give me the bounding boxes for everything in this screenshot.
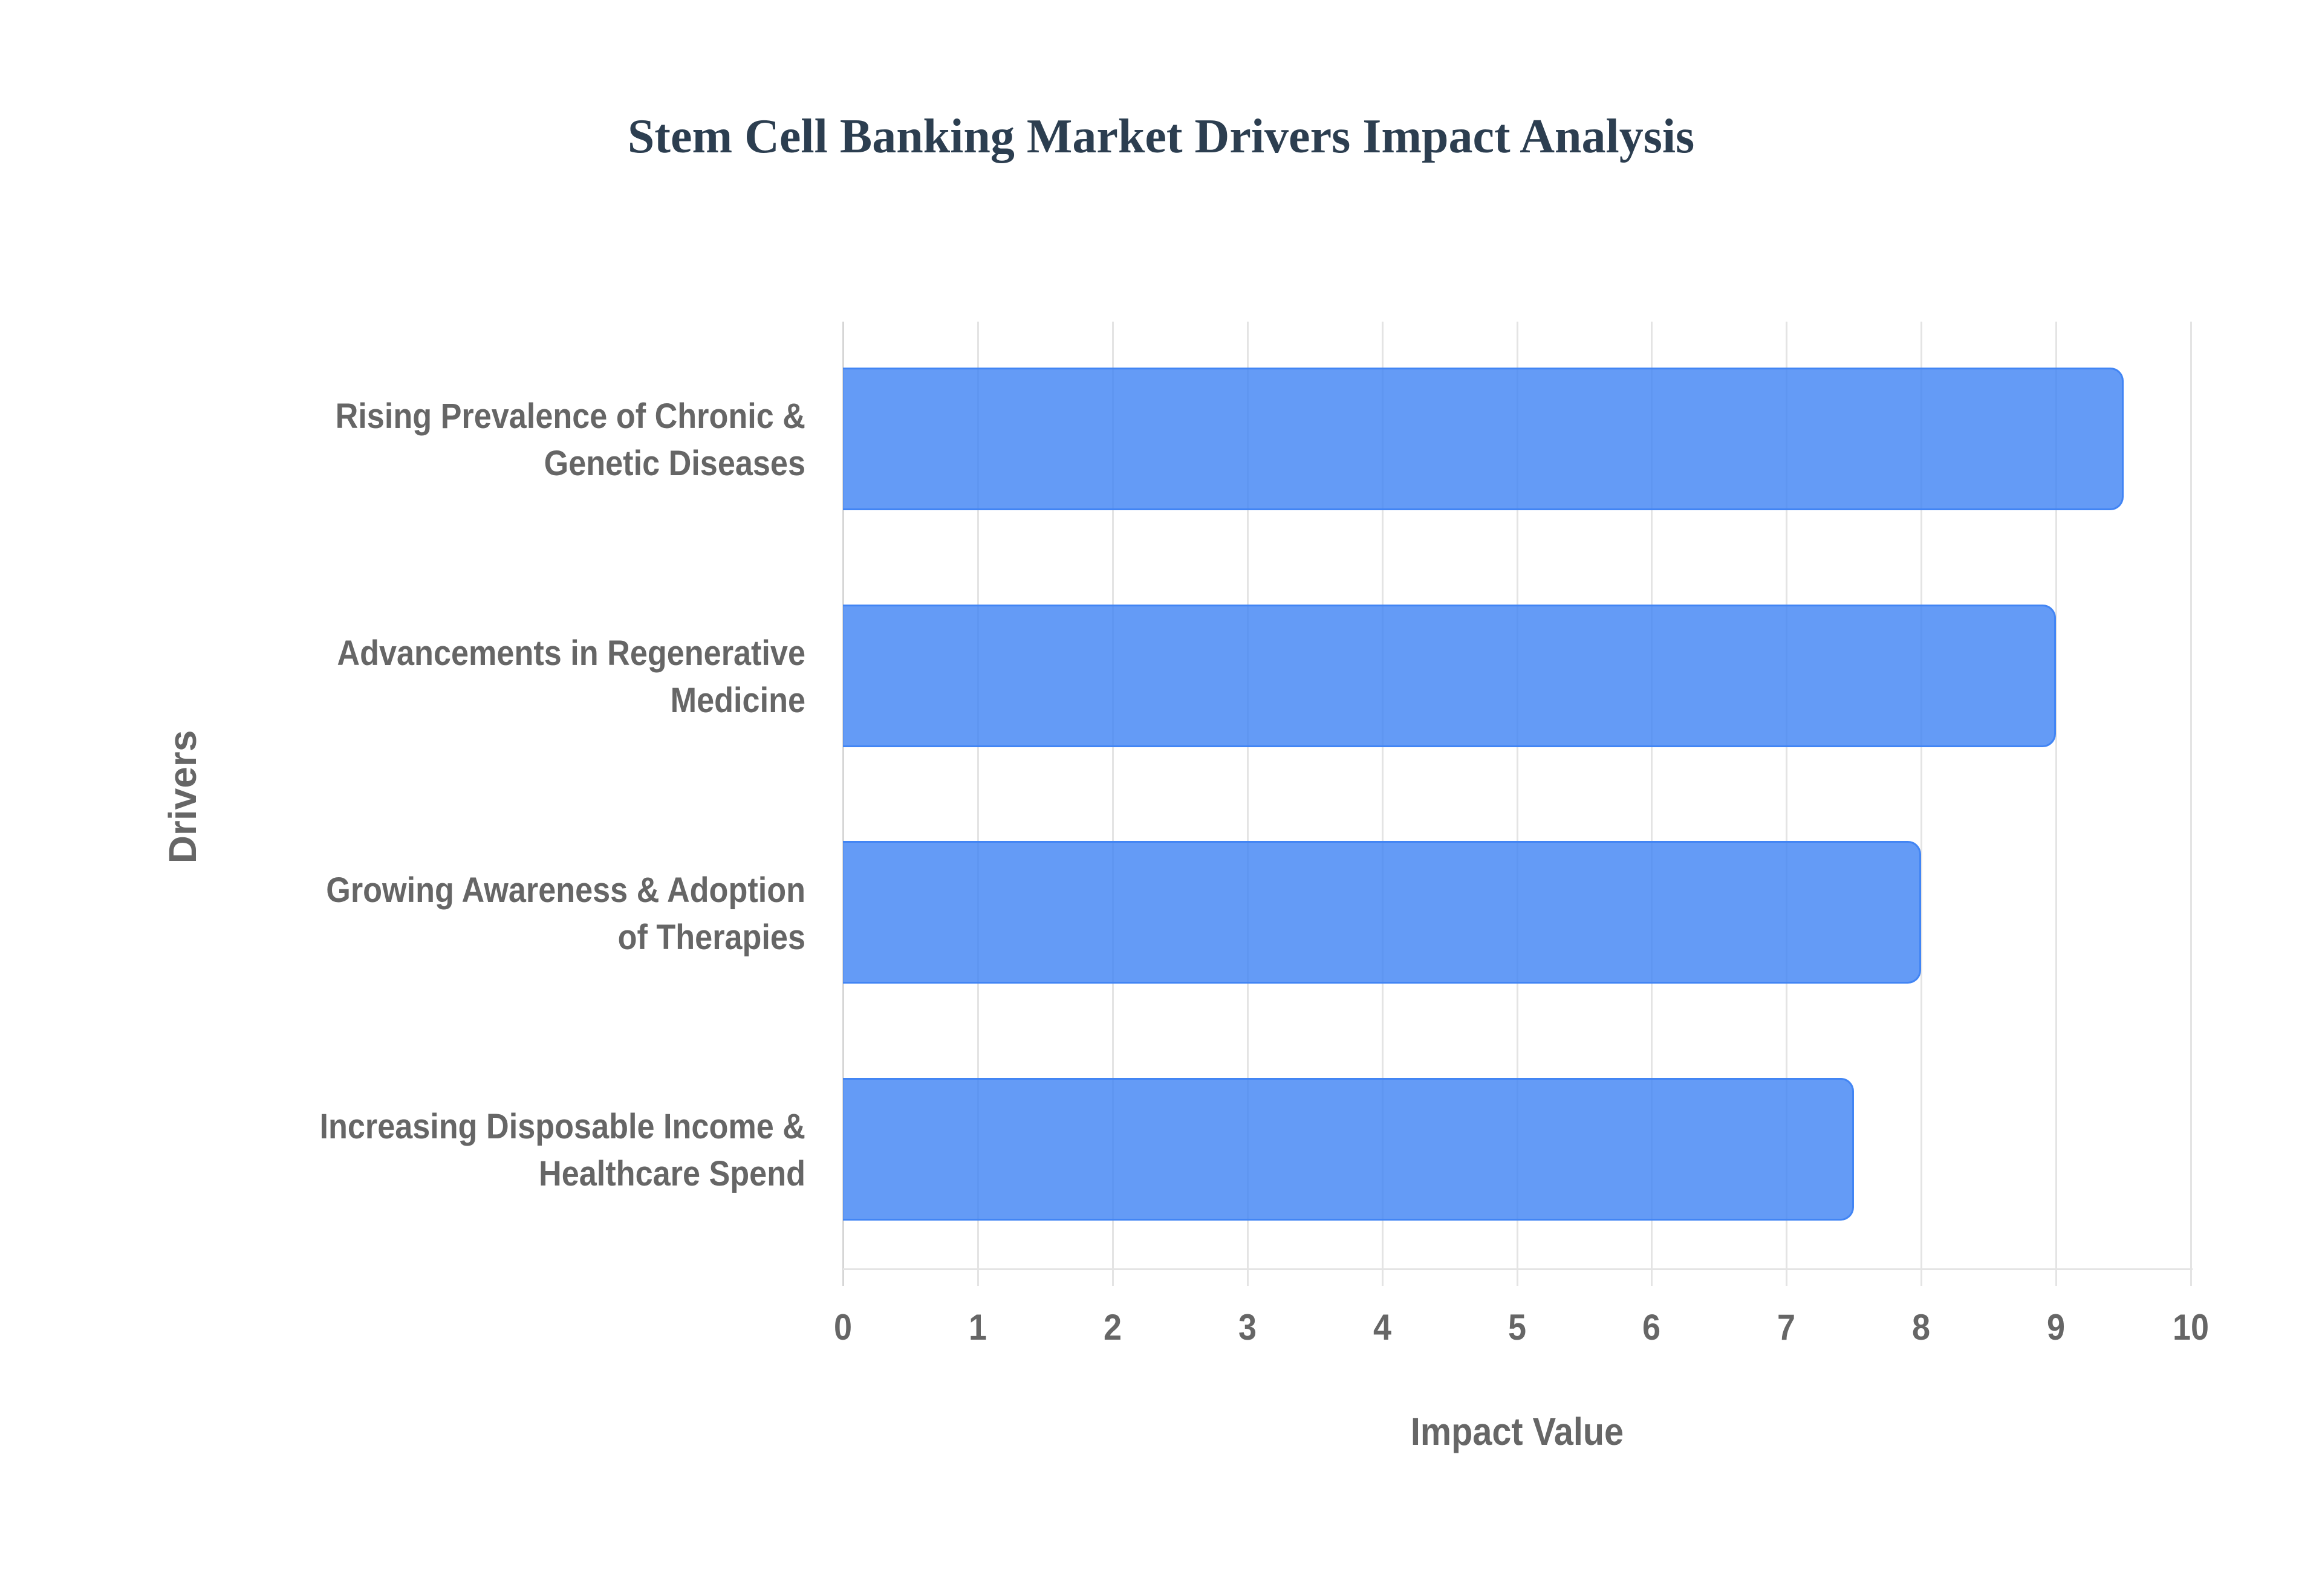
gridline-9 (2055, 322, 2057, 1286)
y-tick-label-line: Growing Awareness & Adoption (326, 871, 805, 910)
y-tick-label: Increasing Disposable Income & Healthcar… (261, 1103, 805, 1198)
gridline-5 (1517, 322, 1518, 1286)
y-tick-label-line: Advancements in Regenerative (337, 634, 805, 673)
bar-regenerative-medicine[interactable] (843, 605, 2057, 747)
gridline-3 (1247, 322, 1249, 1286)
bar-growing-awareness[interactable] (843, 841, 1922, 984)
gridline-6 (1651, 322, 1653, 1286)
x-tick-label: 5 (1507, 1307, 1527, 1348)
x-tick-label: 8 (1911, 1307, 1931, 1348)
y-axis-title: Drivers (161, 730, 204, 864)
x-tick-label: 0 (833, 1307, 853, 1348)
x-tick-label: 9 (2046, 1307, 2066, 1348)
gridline-2 (1112, 322, 1114, 1286)
x-axis-title: Impact Value (1410, 1410, 1624, 1453)
bar-disposable-income[interactable] (843, 1078, 1854, 1221)
y-tick-label-line: Healthcare Spend (539, 1154, 805, 1193)
x-tick-label: 3 (1238, 1307, 1257, 1348)
gridline-4 (1382, 322, 1384, 1286)
x-tick-label: 6 (1642, 1307, 1661, 1348)
chart-title: Stem Cell Banking Market Drivers Impact … (627, 110, 1695, 163)
y-tick-label-line: of Therapies (617, 918, 805, 957)
y-tick-label-line: Genetic Diseases (544, 444, 805, 483)
x-tick-label: 2 (1103, 1307, 1122, 1348)
y-tick-label-line: Medicine (670, 681, 805, 720)
y-tick-label: Advancements in Regenerative Medicine (261, 630, 805, 724)
y-tick-label-line: Rising Prevalence of Chronic & (335, 397, 805, 436)
gridline-8 (1920, 322, 1922, 1286)
gridline-1 (977, 322, 979, 1286)
plot-area (842, 322, 2193, 1286)
y-tick-label: Growing Awareness & Adoption of Therapie… (261, 867, 805, 961)
gridline-7 (1786, 322, 1787, 1286)
x-tick-label: 1 (968, 1307, 987, 1348)
y-tick-label: Rising Prevalence of Chronic & Genetic D… (261, 393, 805, 487)
x-tick-label: 7 (1777, 1307, 1796, 1348)
y-tick-label-line: Increasing Disposable Income & (319, 1107, 805, 1146)
x-tick-label: 10 (2172, 1307, 2210, 1348)
gridline-0 (842, 322, 844, 1286)
bar-rising-prevalence[interactable] (843, 368, 2124, 510)
x-tick-label: 4 (1373, 1307, 1392, 1348)
x-axis-line (843, 1268, 2193, 1270)
gridline-10 (2190, 322, 2192, 1286)
